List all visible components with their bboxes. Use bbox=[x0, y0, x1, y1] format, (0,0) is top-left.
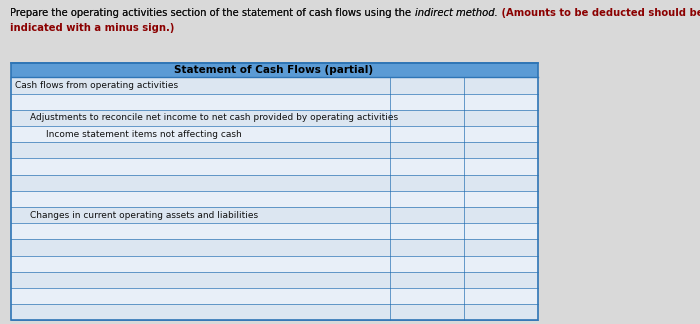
Text: indicated with a minus sign.): indicated with a minus sign.) bbox=[10, 23, 175, 33]
Bar bbox=[10, 175, 538, 191]
Bar bbox=[10, 256, 538, 272]
Bar bbox=[10, 63, 538, 320]
Text: indirect method.: indirect method. bbox=[414, 8, 498, 18]
Text: Income statement items not affecting cash: Income statement items not affecting cas… bbox=[46, 130, 241, 139]
Bar bbox=[10, 94, 538, 110]
Text: Prepare the operating activities section of the statement of cash flows using th: Prepare the operating activities section… bbox=[10, 8, 414, 18]
Text: Adjustments to reconcile net income to net cash provided by operating activities: Adjustments to reconcile net income to n… bbox=[30, 113, 398, 122]
Text: Cash flows from operating activities: Cash flows from operating activities bbox=[15, 81, 178, 90]
Bar bbox=[10, 110, 538, 126]
Text: (Amounts to be deducted should be: (Amounts to be deducted should be bbox=[498, 8, 700, 18]
Bar bbox=[10, 272, 538, 288]
Bar bbox=[10, 142, 538, 158]
Text: Statement of Cash Flows (partial): Statement of Cash Flows (partial) bbox=[174, 65, 374, 75]
Bar bbox=[10, 158, 538, 175]
Text: Changes in current operating assets and liabilities: Changes in current operating assets and … bbox=[30, 211, 258, 220]
Bar bbox=[10, 77, 538, 94]
Text: indirect method.: indirect method. bbox=[414, 8, 498, 18]
Bar bbox=[10, 63, 538, 77]
Bar bbox=[10, 223, 538, 239]
Text: Prepare the operating activities section of the statement of cash flows using th: Prepare the operating activities section… bbox=[10, 8, 414, 18]
Bar bbox=[10, 239, 538, 256]
Bar bbox=[10, 304, 538, 320]
Bar bbox=[10, 207, 538, 223]
Bar bbox=[10, 288, 538, 304]
Bar bbox=[10, 126, 538, 142]
Bar bbox=[10, 191, 538, 207]
